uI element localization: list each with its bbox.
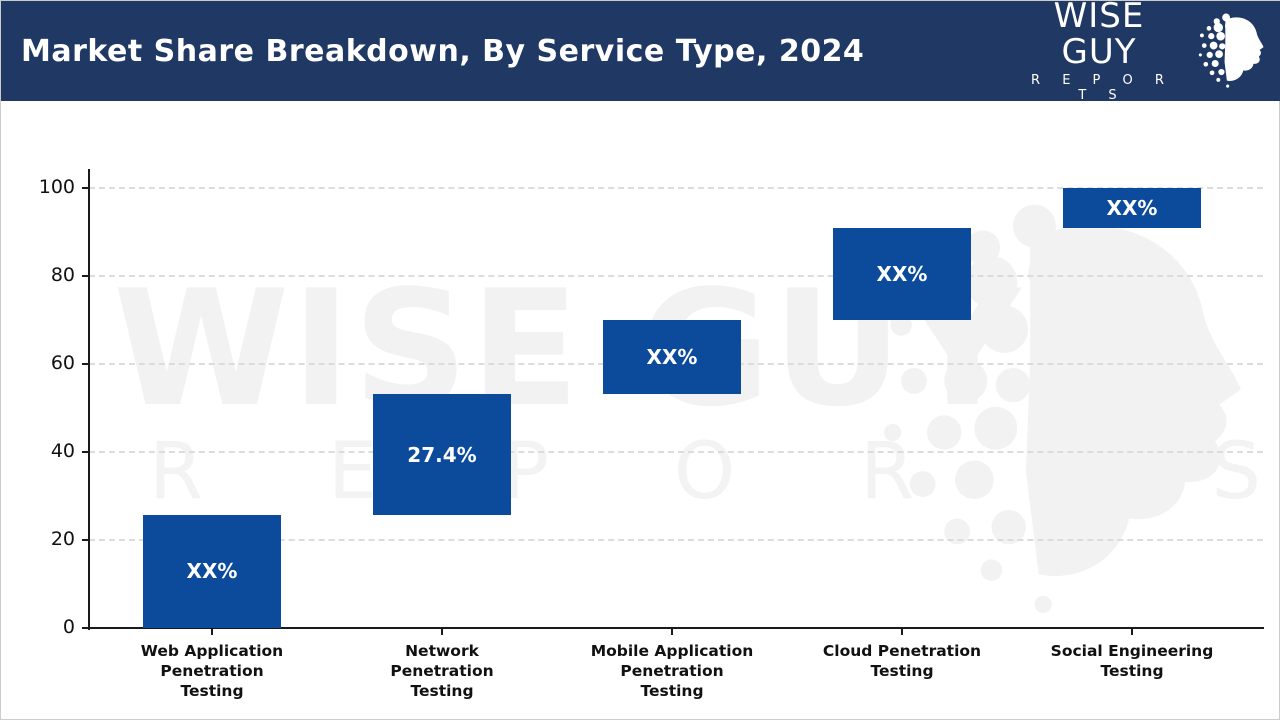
- y-tick-mark-0: [82, 627, 89, 629]
- y-tick-label-20: 20: [50, 528, 75, 550]
- waterfall-bar-5: XX%: [1063, 188, 1201, 228]
- x-category-label-4: Cloud Penetration Testing: [822, 642, 982, 681]
- y-tick-mark-80: [82, 275, 89, 277]
- gridline-80: [89, 275, 1263, 277]
- x-category-label-1: Web Application Penetration Testing: [140, 642, 284, 701]
- gridline-40: [89, 451, 1263, 453]
- x-category-label-3: Mobile Application Penetration Testing: [590, 642, 754, 701]
- y-tick-label-0: 0: [62, 616, 75, 638]
- y-tick-mark-20: [82, 539, 89, 541]
- x-category-label-2: Network Penetration Testing: [390, 642, 494, 701]
- waterfall-bar-3: XX%: [603, 320, 741, 395]
- x-tick-mark-4: [901, 628, 903, 635]
- logo-text: WISE GUY R E P O R T S: [1011, 0, 1187, 103]
- x-category-label-5: Social Engineering Testing: [1050, 642, 1214, 681]
- bar-value-label-2: 27.4%: [407, 442, 477, 467]
- y-tick-mark-100: [82, 187, 89, 189]
- chart-title: Market Share Breakdown, By Service Type,…: [21, 33, 865, 69]
- y-tick-label-80: 80: [50, 264, 75, 286]
- header-band: Market Share Breakdown, By Service Type,…: [1, 0, 1280, 103]
- y-tick-label-40: 40: [50, 440, 75, 462]
- y-tick-label-60: 60: [50, 352, 75, 374]
- bar-value-label-5: XX%: [1106, 195, 1158, 220]
- x-axis-line: [88, 627, 1264, 629]
- x-tick-mark-1: [211, 628, 213, 635]
- waterfall-bar-1: XX%: [143, 514, 281, 628]
- x-tick-mark-5: [1131, 628, 1133, 635]
- logo-wordmark: WISE GUY: [1053, 0, 1145, 72]
- y-axis-line: [88, 169, 90, 630]
- bar-value-label-4: XX%: [876, 261, 928, 286]
- bar-value-label-3: XX%: [646, 345, 698, 370]
- x-tick-mark-2: [441, 628, 443, 635]
- bar-value-label-1: XX%: [186, 559, 238, 584]
- gridline-100: [89, 187, 1263, 189]
- logo-subtitle: R E P O R T S: [1031, 72, 1173, 103]
- y-tick-mark-60: [82, 363, 89, 365]
- waterfall-bar-2: 27.4%: [373, 394, 511, 515]
- wise-guy-reports-logo: WISE GUY R E P O R T S: [1011, 0, 1269, 103]
- y-tick-label-100: 100: [38, 176, 75, 198]
- y-tick-mark-40: [82, 451, 89, 453]
- waterfall-bar-4: XX%: [833, 227, 971, 320]
- gridline-20: [89, 539, 1263, 541]
- x-tick-mark-3: [671, 628, 673, 635]
